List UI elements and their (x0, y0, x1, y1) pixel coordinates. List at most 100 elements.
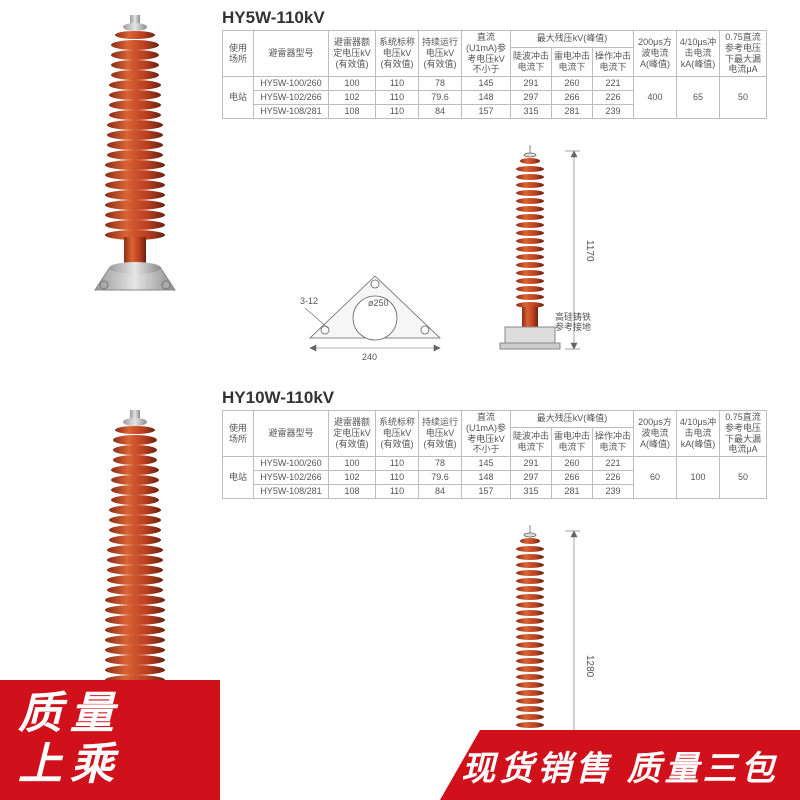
th-station: 使用场所 (223, 31, 254, 77)
tech-diagram-1: 1170 高硅铸铁 参考接地 (470, 145, 610, 360)
dim-note-1: 高硅铸铁 参考接地 (555, 313, 591, 333)
th-system: 系统标称电压kV (有效值) (376, 31, 419, 77)
cell: 315 (511, 484, 552, 498)
cell: 110 (376, 90, 419, 104)
spec-table-2: 使用场所 避雷器型号 避雷器额定电压kV (有效值) 系统标称电压kV (有效值… (222, 410, 767, 499)
th-dc: 直流(U1mA)参考电压kV不小于 (462, 411, 511, 457)
th-cont: 持续运行电压kV (有效值) (419, 411, 462, 457)
cell: 78 (419, 77, 462, 91)
cell: 110 (376, 470, 419, 484)
th-200us: 200μs方波电流A(峰值) (634, 31, 677, 77)
cell-station: 电站 (223, 77, 254, 118)
th-switch: 操作冲击电流下 (593, 47, 634, 77)
th-switch: 操作冲击电流下 (593, 427, 634, 457)
base-plate-diagram: 240 ø250 3-12 (300, 268, 450, 373)
cell: HY5W-108/281 (254, 484, 329, 498)
cell: HY5W-102/266 (254, 470, 329, 484)
cell: 110 (376, 104, 419, 118)
cell: 148 (462, 470, 511, 484)
cell: 148 (462, 90, 511, 104)
cell: 260 (552, 457, 593, 471)
th-model: 避雷器型号 (254, 31, 329, 77)
th-group-residual: 最大残压kV(峰值) (511, 411, 634, 428)
promo-right: 现货销售 质量三包 (440, 730, 800, 800)
cell: 239 (593, 484, 634, 498)
cell: 145 (462, 457, 511, 471)
cell-station: 电站 (223, 457, 254, 498)
section-hy5w: HY5W-110kV 使用场所 避雷器型号 避雷器额定电压kV (有效值) 系统… (0, 0, 800, 370)
cell: 100 (329, 457, 376, 471)
cell: 266 (552, 90, 593, 104)
th-cont: 持续运行电压kV (有效值) (419, 31, 462, 77)
page: HY5W-110kV 使用场所 避雷器型号 避雷器额定电压kV (有效值) 系统… (0, 0, 800, 800)
arrester-photo-large-1 (90, 15, 180, 295)
cell: 60 (634, 457, 677, 498)
cell: 108 (329, 484, 376, 498)
th-rated: 避雷器额定电压kV (有效值) (329, 31, 376, 77)
table-row: 电站 HY5W-100/260 100 110 78 145 291 260 2… (223, 457, 767, 471)
promo-left-line2: 上乘 (18, 740, 220, 791)
th-system: 系统标称电压kV (有效值) (376, 411, 419, 457)
cell: 102 (329, 90, 376, 104)
th-rated: 避雷器额定电压kV (有效值) (329, 411, 376, 457)
cell: HY5W-102/266 (254, 90, 329, 104)
cell: 266 (552, 470, 593, 484)
dim-base-w: 240 (362, 352, 377, 362)
th-410us: 4/10μs冲击电流kA(峰值) (677, 31, 720, 77)
th-075dc: 0.75直流参考电压下最大漏电流μA (720, 31, 767, 77)
cell: 84 (419, 484, 462, 498)
cell: HY5W-100/260 (254, 457, 329, 471)
cell: 239 (593, 104, 634, 118)
th-200us: 200μs方波电流A(峰值) (634, 411, 677, 457)
cell: HY5W-108/281 (254, 104, 329, 118)
cell: 84 (419, 104, 462, 118)
cell: 281 (552, 104, 593, 118)
promo-left: 质量 上乘 (0, 680, 220, 800)
cell: 110 (376, 77, 419, 91)
cell: HY5W-100/260 (254, 77, 329, 91)
cell: 400 (634, 77, 677, 118)
th-lightning: 雷电冲击电流下 (552, 427, 593, 457)
cell: 281 (552, 484, 593, 498)
note-line: 高硅铸铁 (555, 312, 591, 322)
cell: 157 (462, 104, 511, 118)
note-line: 参考接地 (555, 322, 591, 332)
dim-base-hole: ø250 (368, 298, 389, 308)
cell: 315 (511, 104, 552, 118)
promo-left-line1: 质量 (18, 689, 220, 740)
cell: 65 (677, 77, 720, 118)
cell: 260 (552, 77, 593, 91)
cell: 100 (677, 457, 720, 498)
cell: 50 (720, 77, 767, 118)
dim-base-bolt: 3-12 (300, 296, 318, 306)
cell: 297 (511, 90, 552, 104)
cell: 226 (593, 470, 634, 484)
cell: 221 (593, 77, 634, 91)
th-410us: 4/10μs冲击电流kA(峰值) (677, 411, 720, 457)
cell: 108 (329, 104, 376, 118)
table-row: 电站 HY5W-100/260 100 110 78 145 291 260 2… (223, 77, 767, 91)
promo-banner: 质量 上乘 现货销售 质量三包 (0, 680, 800, 800)
th-station: 使用场所 (223, 411, 254, 457)
th-steep: 陡波冲击电流下 (511, 427, 552, 457)
section-title-2: HY10W-110kV (222, 388, 334, 408)
spec-table-1: 使用场所 避雷器型号 避雷器额定电压kV (有效值) 系统标称电压kV (有效值… (222, 30, 767, 119)
cell: 226 (593, 90, 634, 104)
cell: 50 (720, 457, 767, 498)
th-steep: 陡波冲击电流下 (511, 47, 552, 77)
cell: 297 (511, 470, 552, 484)
cell: 291 (511, 77, 552, 91)
cell: 221 (593, 457, 634, 471)
dim-height-2: 1280 (584, 655, 595, 677)
cell: 78 (419, 457, 462, 471)
cell: 79.6 (419, 90, 462, 104)
cell: 291 (511, 457, 552, 471)
section-title-1: HY5W-110kV (222, 8, 325, 28)
th-075dc: 0.75直流参考电压下最大漏电流μA (720, 411, 767, 457)
th-dc: 直流(U1mA)参考电压kV不小于 (462, 31, 511, 77)
th-model: 避雷器型号 (254, 411, 329, 457)
th-group-residual: 最大残压kV(峰值) (511, 31, 634, 48)
cell: 79.6 (419, 470, 462, 484)
th-lightning: 雷电冲击电流下 (552, 47, 593, 77)
cell: 110 (376, 484, 419, 498)
